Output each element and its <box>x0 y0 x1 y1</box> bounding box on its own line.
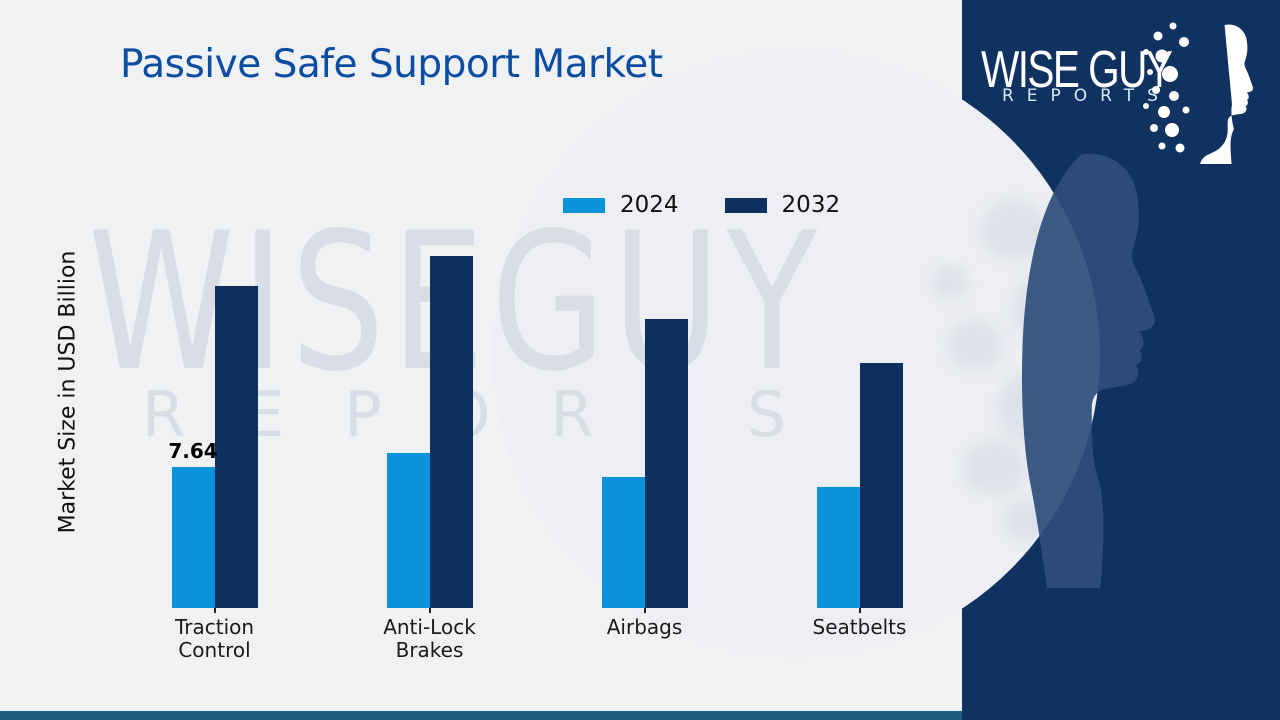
category-label-airbags: Airbags <box>537 616 752 639</box>
chart-legend: 2024 2032 <box>563 192 840 218</box>
logo-reports-label: REPORTS <box>1002 86 1171 106</box>
logo-face-icon <box>1143 22 1253 164</box>
watermark-blob <box>932 265 968 299</box>
bars-anti-lock-brakes <box>386 256 473 608</box>
bar-2024-anti-lock-brakes <box>386 453 430 608</box>
value-label-traction-control-2024: 7.64 <box>168 439 218 464</box>
bar-chart-plot-area: Traction Control 7.64 Anti-Lock Brakes Airbag… <box>107 0 967 680</box>
x-axis-tick <box>428 608 431 613</box>
watermark-blob <box>962 440 1027 495</box>
bar-2024-traction-control <box>171 467 215 608</box>
bars-seatbelts <box>816 363 903 608</box>
legend-item-2032: 2032 <box>724 192 841 218</box>
bar-group-seatbelts: Seatbelts <box>752 0 967 680</box>
category-label-line: Seatbelts <box>812 615 907 639</box>
page-title: Passive Safe Support Market <box>120 42 663 87</box>
bar-group-airbags: Airbags <box>537 0 752 680</box>
bars-traction-control <box>171 286 258 608</box>
bar-2024-airbags <box>601 477 645 608</box>
x-axis-tick <box>643 608 646 613</box>
face-profile-watermark-icon <box>1021 153 1155 588</box>
bar-2032-traction-control <box>214 286 258 608</box>
bar-group-anti-lock-brakes: Anti-Lock Brakes <box>322 0 537 680</box>
legend-label-2024: 2024 <box>620 192 679 218</box>
x-axis-tick <box>858 608 861 613</box>
category-label-anti-lock-brakes: Anti-Lock Brakes <box>322 616 537 662</box>
bars-airbags <box>601 319 688 608</box>
logo-dots-icon <box>1143 22 1190 153</box>
legend-item-2024: 2024 <box>563 192 679 218</box>
watermark-blob <box>947 320 1002 370</box>
x-axis-tick <box>213 608 216 613</box>
legend-swatch-2024 <box>563 197 605 213</box>
category-label-line: Traction <box>174 615 255 639</box>
category-label-line: Airbags <box>606 615 683 639</box>
logo-brand-name: WISE GUY <box>981 41 1173 99</box>
bar-2032-airbags <box>644 319 688 608</box>
logo-head-icon <box>1200 24 1253 164</box>
category-label-line: Anti-Lock <box>383 615 476 639</box>
bottom-accent-bar <box>0 711 962 720</box>
y-axis-label: Market Size in USD Billion <box>55 250 81 534</box>
legend-label-2032: 2032 <box>781 192 841 218</box>
legend-swatch-2032 <box>724 197 767 213</box>
category-label-line: Control <box>178 638 251 662</box>
category-label-traction-control: Traction Control <box>107 616 322 662</box>
bar-2032-seatbelts <box>859 363 903 608</box>
category-label-seatbelts: Seatbelts <box>752 616 967 639</box>
bar-2024-seatbelts <box>816 487 860 608</box>
category-label-line: Brakes <box>395 638 464 662</box>
bar-2032-anti-lock-brakes <box>429 256 473 608</box>
bar-group-traction-control: Traction Control 7.64 <box>107 0 322 680</box>
